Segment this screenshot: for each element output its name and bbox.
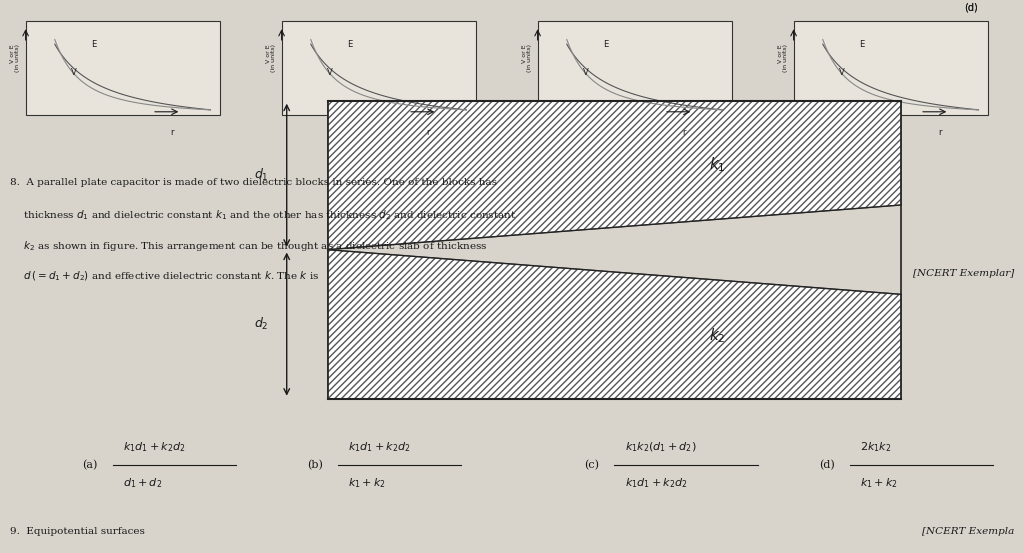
Text: $d\,(=d_1+d_2)$ and effective dielectric constant $k$. The $k$ is: $d\,(=d_1+d_2)$ and effective dielectric… — [10, 269, 319, 283]
Text: V: V — [328, 68, 333, 77]
Text: V or E
(in units): V or E (in units) — [265, 44, 276, 72]
Text: r: r — [170, 128, 173, 137]
Text: E: E — [347, 40, 352, 49]
Text: 8.  A parallel plate capacitor is made of two dielectric blocks in series. One o: 8. A parallel plate capacitor is made of… — [10, 178, 498, 187]
Text: (d): (d) — [965, 3, 978, 13]
Text: $d_1$: $d_1$ — [254, 167, 268, 183]
Bar — [794, 21, 988, 114]
Text: (c): (c) — [584, 460, 599, 470]
Text: $k_2$ as shown in figure. This arrangement can be thought as a dielectric slab o: $k_2$ as shown in figure. This arrangeme… — [10, 239, 487, 253]
Text: r: r — [938, 128, 941, 137]
Text: $k_1$: $k_1$ — [709, 155, 725, 174]
Text: V or E
(in units): V or E (in units) — [9, 44, 20, 72]
Bar — [26, 21, 220, 114]
Text: V: V — [584, 68, 589, 77]
Text: [NCERT Exemplar]: [NCERT Exemplar] — [912, 269, 1014, 278]
Text: r: r — [682, 128, 685, 137]
Text: (b): (b) — [307, 460, 324, 470]
Text: thickness $d_1$ and dielectric constant $k_1$ and the other has thickness $d_2$ : thickness $d_1$ and dielectric constant … — [10, 208, 517, 222]
Bar — [538, 21, 732, 114]
Text: V or E
(in units): V or E (in units) — [521, 44, 532, 72]
Text: 9.  Equipotential surfaces: 9. Equipotential surfaces — [10, 528, 145, 536]
Text: $k_1k_2(d_1 + d_2)$: $k_1k_2(d_1 + d_2)$ — [625, 440, 696, 453]
Text: $k_1d_1 + k_2d_2$: $k_1d_1 + k_2d_2$ — [123, 440, 185, 453]
Polygon shape — [328, 101, 901, 249]
Text: (d): (d) — [965, 3, 978, 13]
Text: $k_2$: $k_2$ — [709, 326, 725, 345]
Text: V: V — [72, 68, 77, 77]
Text: E: E — [603, 40, 608, 49]
Text: (a): (a) — [82, 460, 97, 470]
Bar — [282, 21, 476, 114]
Text: $k_1 + k_2$: $k_1 + k_2$ — [860, 476, 898, 489]
Text: [NCERT Exempla: [NCERT Exempla — [922, 528, 1014, 536]
Text: (d): (d) — [819, 460, 835, 470]
Polygon shape — [328, 249, 901, 399]
Text: r: r — [426, 128, 429, 137]
Text: E: E — [859, 40, 864, 49]
Text: $2k_1k_2$: $2k_1k_2$ — [860, 440, 892, 453]
Text: $k_1d_1 + k_2d_2$: $k_1d_1 + k_2d_2$ — [348, 440, 411, 453]
Text: $d_1 + d_2$: $d_1 + d_2$ — [123, 476, 162, 489]
Text: $k_1d_1 + k_2d_2$: $k_1d_1 + k_2d_2$ — [625, 476, 687, 489]
Text: V: V — [840, 68, 845, 77]
Text: V or E
(in units): V or E (in units) — [777, 44, 788, 72]
Text: $d_2$: $d_2$ — [254, 316, 268, 332]
Text: $k_1 + k_2$: $k_1 + k_2$ — [348, 476, 386, 489]
Text: E: E — [91, 40, 96, 49]
